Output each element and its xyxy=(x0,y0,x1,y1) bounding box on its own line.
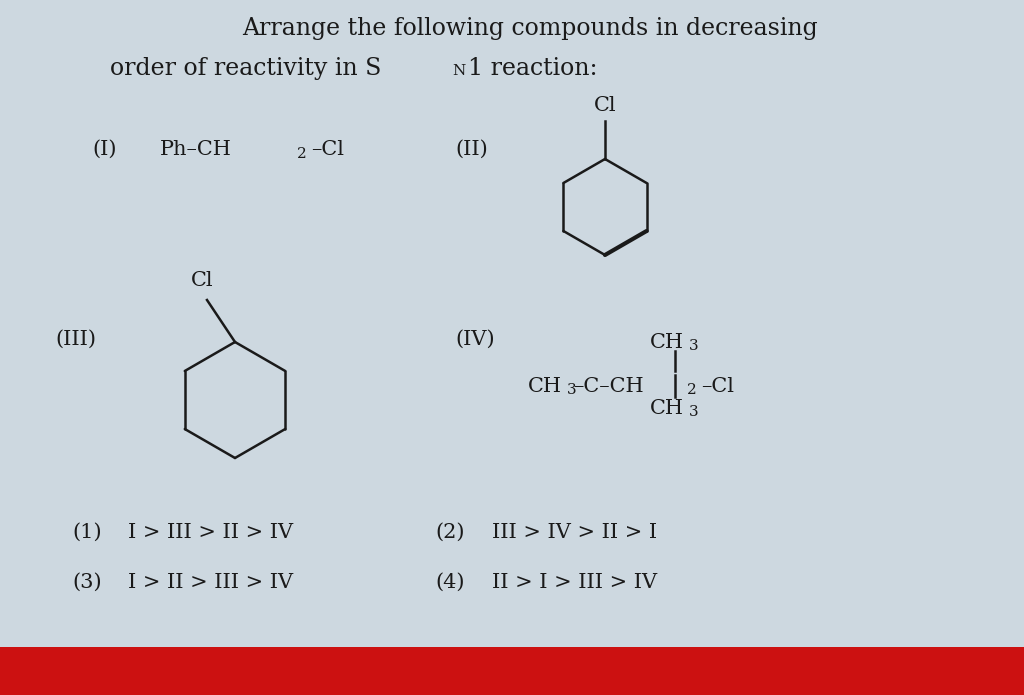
Text: 3: 3 xyxy=(689,339,698,353)
Text: order of reactivity in S: order of reactivity in S xyxy=(110,57,381,80)
Text: –Cl: –Cl xyxy=(311,140,344,159)
Text: (3): (3) xyxy=(72,573,101,592)
Text: –C–CH: –C–CH xyxy=(573,377,644,396)
Text: 2: 2 xyxy=(687,383,696,397)
Text: CH: CH xyxy=(650,399,684,418)
Text: –Cl: –Cl xyxy=(701,377,734,396)
Text: Cl: Cl xyxy=(190,271,213,290)
Text: CH: CH xyxy=(528,377,562,396)
Text: N: N xyxy=(452,64,465,78)
Text: (1): (1) xyxy=(72,523,101,542)
Text: III > IV > II > I: III > IV > II > I xyxy=(492,523,657,542)
Text: 3: 3 xyxy=(689,405,698,419)
Text: (II): (II) xyxy=(455,140,487,159)
Text: Ph–CH: Ph–CH xyxy=(160,140,231,159)
Text: 2: 2 xyxy=(297,147,307,161)
Text: 3: 3 xyxy=(567,383,577,397)
Text: II > I > III > IV: II > I > III > IV xyxy=(492,573,657,592)
Text: (4): (4) xyxy=(435,573,465,592)
Text: Arrange the following compounds in decreasing: Arrange the following compounds in decre… xyxy=(242,17,818,40)
Text: (2): (2) xyxy=(435,523,465,542)
FancyBboxPatch shape xyxy=(0,647,1024,695)
Text: CH: CH xyxy=(650,333,684,352)
Text: I > II > III > IV: I > II > III > IV xyxy=(128,573,293,592)
Text: I > III > II > IV: I > III > II > IV xyxy=(128,523,293,542)
Text: Cl: Cl xyxy=(594,96,616,115)
Text: (I): (I) xyxy=(92,140,117,159)
Text: (IV): (IV) xyxy=(455,330,495,349)
Text: 1 reaction:: 1 reaction: xyxy=(468,57,597,80)
Text: (III): (III) xyxy=(55,330,96,349)
